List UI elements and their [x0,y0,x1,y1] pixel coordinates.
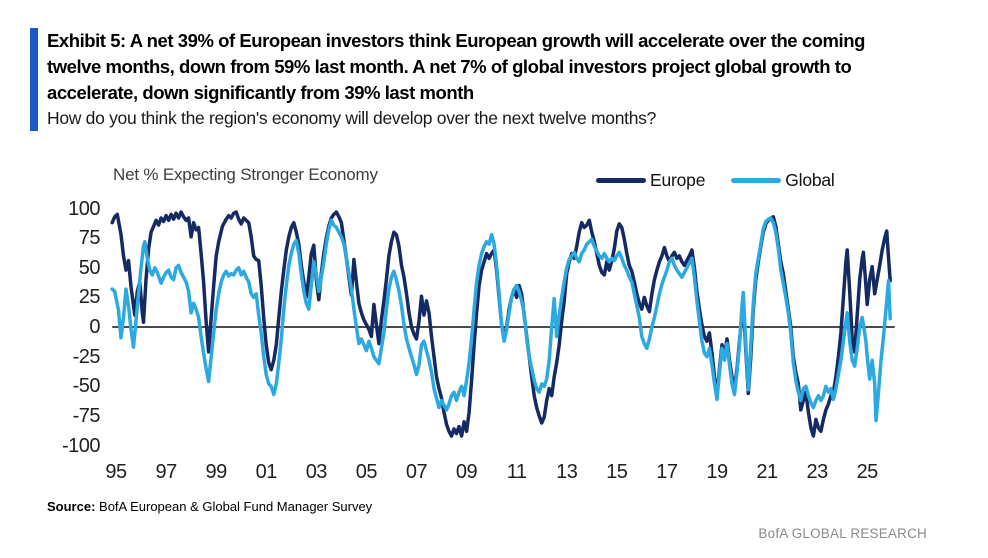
y-tick-label--75: -75 [72,404,101,427]
exhibit-title-line-2: twelve months, down from 59% last month.… [47,56,852,77]
x-tick-label-05: 05 [355,461,378,483]
exhibit-title-line-3: accelerate, down significantly from 39% … [47,82,474,103]
y-tick-label-25: 25 [78,286,101,309]
x-tick-label-95: 95 [105,461,127,483]
x-tick-label-25: 25 [856,461,879,483]
y-tick-label--50: -50 [72,375,101,398]
y-tick-label-0: 0 [89,316,100,338]
exhibit-header: Exhibit 5: A net 39% of European investo… [30,28,970,131]
source-line: Source: BofA European & Global Fund Mana… [47,499,372,514]
x-tick-label-13: 13 [556,461,578,483]
accent-bar [30,28,38,131]
legend-label-global: Global [785,170,835,190]
chart-legend: Europe Global [596,170,835,191]
y-tick-label--100: -100 [61,434,101,457]
x-tick-label-97: 97 [155,461,177,483]
x-tick-label-03: 03 [305,461,328,483]
x-tick-label-07: 07 [405,461,428,483]
branding-text: BofA GLOBAL RESEARCH [758,526,927,541]
y-tick-label-75: 75 [78,227,101,250]
x-tick-label-19: 19 [706,461,728,483]
x-tick-label-11: 11 [506,461,527,483]
chart-axis-label: Net % Expecting Stronger Economy [113,165,378,184]
x-tick-label-01: 01 [255,461,278,483]
legend-item-europe: Europe [596,170,705,191]
legend-label-europe: Europe [650,170,706,190]
legend-item-global: Global [731,170,835,191]
exhibit-title-block: Exhibit 5: A net 39% of European investo… [47,28,865,131]
y-tick-label--25: -25 [72,345,101,368]
source-text: BofA European & Global Fund Manager Surv… [95,499,373,514]
x-tick-label-21: 21 [756,461,778,483]
x-tick-label-09: 09 [455,461,478,483]
x-tick-label-17: 17 [656,461,678,483]
x-tick-label-15: 15 [606,461,628,483]
exhibit-subtitle: How do you think the region's economy wi… [47,108,657,128]
y-tick-label-100: 100 [68,197,100,220]
x-tick-label-23: 23 [806,461,828,483]
y-tick-label-50: 50 [78,256,101,279]
europe-line-swatch [596,178,646,183]
global-line-series [110,216,892,423]
exhibit-title-line-1: Exhibit 5: A net 39% of European investo… [47,30,865,51]
x-tick-label-99: 99 [205,461,228,483]
source-label: Source: [47,499,96,514]
global-line-swatch [731,178,782,183]
